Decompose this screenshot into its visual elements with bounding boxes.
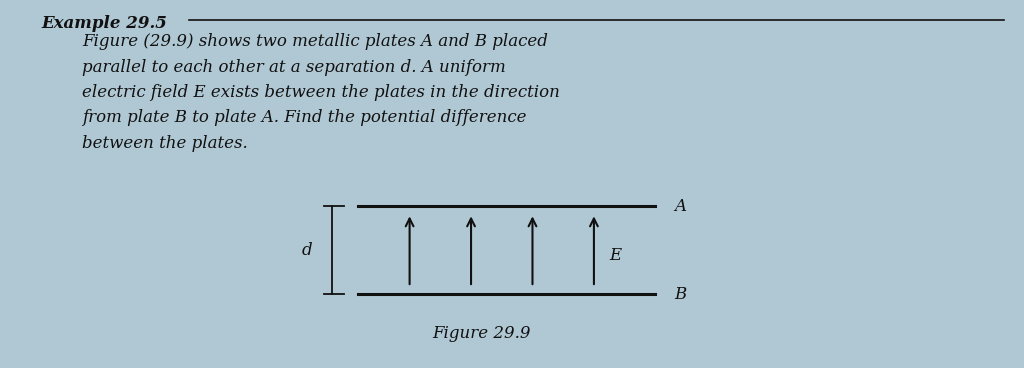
Text: Example 29.5: Example 29.5: [41, 15, 167, 32]
Text: d: d: [302, 242, 312, 259]
Text: Figure 29.9: Figure 29.9: [432, 325, 530, 342]
Text: Figure (29.9) shows two metallic plates A and B placed
parallel to each other at: Figure (29.9) shows two metallic plates …: [82, 33, 560, 152]
Text: A: A: [674, 198, 686, 215]
Text: E: E: [609, 247, 622, 264]
Text: B: B: [674, 286, 686, 303]
